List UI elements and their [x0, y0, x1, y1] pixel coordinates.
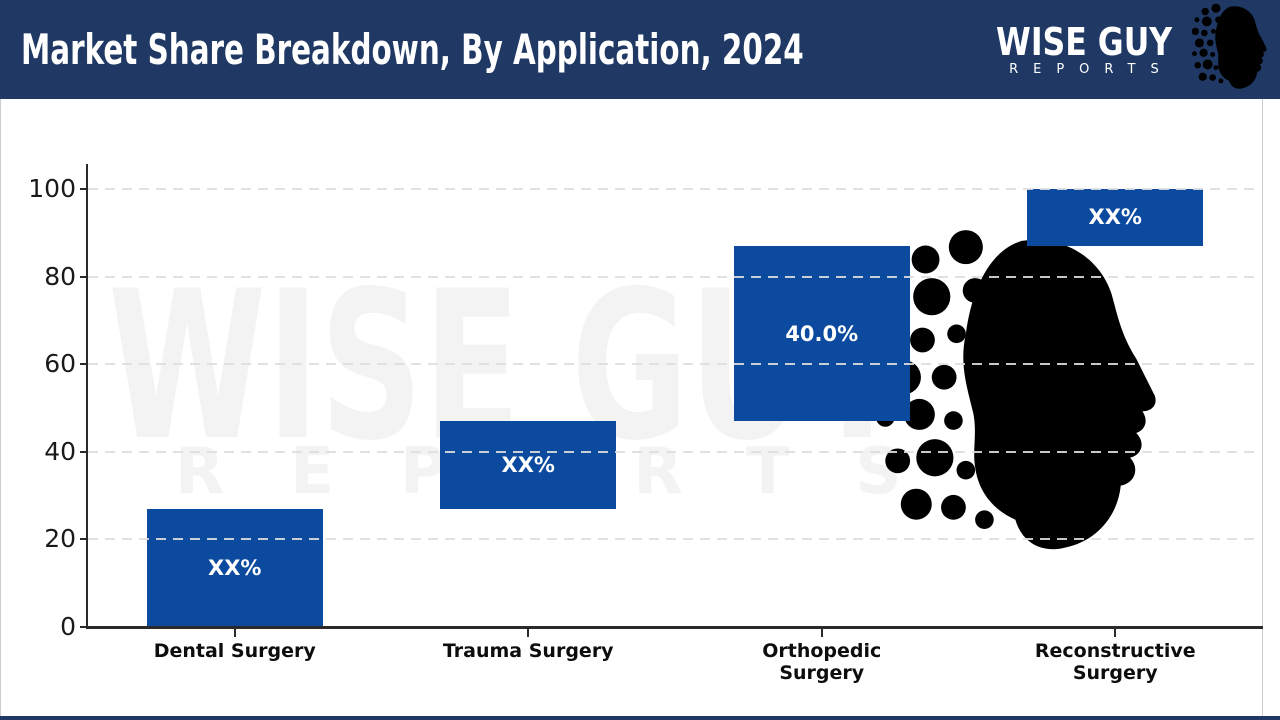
y-tick-label-100: 100 [28, 174, 76, 203]
watermark-face-icon [876, 230, 1156, 550]
y-tick-label-40: 40 [44, 436, 76, 466]
x-tickmark-0 [233, 629, 236, 637]
gridline-80 [88, 275, 1256, 278]
brand-face-icon [1192, 3, 1267, 89]
bar-value-label: 40.0% [785, 321, 859, 346]
y-tickmark-80 [80, 275, 88, 278]
gridline-100 [88, 188, 1256, 190]
card-right-border [1262, 99, 1263, 716]
y-tickmark-100 [80, 188, 88, 190]
bar-reconstructive-surgery: XX% [1027, 189, 1204, 246]
x-tickmark-3 [1114, 629, 1117, 637]
x-axis-spine [86, 626, 1263, 629]
y-tick-label-80: 80 [44, 261, 76, 291]
footer-strip [0, 716, 1280, 720]
x-tick-label-1: Trauma Surgery [442, 640, 614, 662]
bar-dental-surgery: XX% [146, 508, 323, 627]
page-title: Market Share Breakdown, By Application, … [21, 25, 804, 74]
bar-orthopedic-surgery: 40.0% [733, 245, 910, 422]
brand-subtitle: REPORTS [1009, 61, 1174, 77]
gridline-60 [88, 363, 1256, 366]
x-tick-label-0: Dental Surgery [153, 640, 316, 662]
x-tickmark-2 [820, 629, 823, 637]
bar-value-label: XX% [501, 452, 555, 477]
y-tickmark-20 [80, 538, 88, 541]
x-tickmark-1 [527, 629, 530, 637]
y-tickmark-60 [80, 363, 88, 366]
y-tickmark-40 [80, 450, 88, 453]
brand-logo-text: WISE GUY REPORTS [978, 23, 1190, 77]
y-tickmark-0 [80, 626, 88, 628]
y-tick-label-20: 20 [44, 524, 76, 554]
brand-name: WISE GUY [995, 19, 1172, 64]
y-tick-label-0: 0 [60, 612, 76, 641]
x-tick-label-2: Orthopedic Surgery [762, 640, 882, 684]
bar-trauma-surgery: XX% [440, 421, 617, 509]
y-axis-spine [86, 164, 88, 628]
bar-value-label: XX% [208, 555, 262, 580]
card-left-border [0, 99, 1, 716]
brand-logo: WISE GUY REPORTS [978, 2, 1268, 97]
x-tick-label-3: Reconstructive Surgery [1034, 640, 1196, 684]
gridline-40 [88, 450, 1256, 453]
header-band: Market Share Breakdown, By Application, … [0, 0, 1280, 99]
y-tick-label-60: 60 [44, 349, 76, 379]
gridline-20 [88, 538, 1256, 541]
bar-value-label: XX% [1088, 205, 1142, 230]
